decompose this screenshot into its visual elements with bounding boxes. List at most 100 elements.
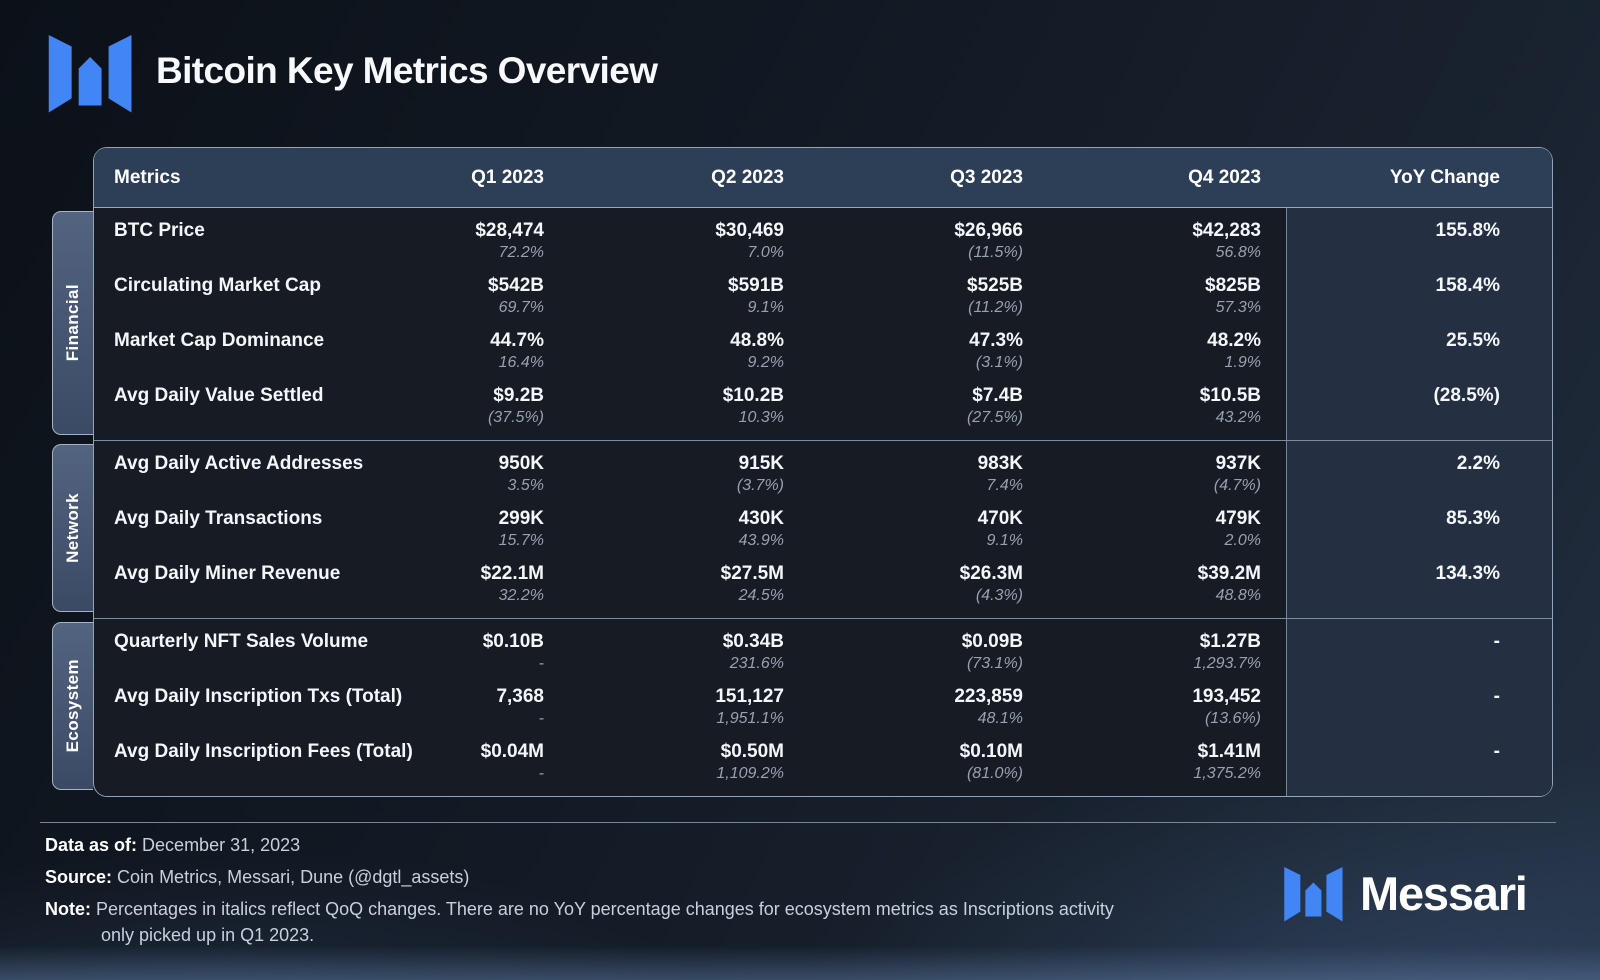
table-row-quarterly-nft-sales-volume: Quarterly NFT Sales Volume $0.10B - $0.3… xyxy=(94,625,1552,680)
q2-value: $0.50M xyxy=(720,741,784,762)
q2-qoq-change: 7.0% xyxy=(747,244,784,261)
q4-value: 937K xyxy=(1215,453,1261,474)
q3-cell: 470K 9.1% xyxy=(784,507,1023,551)
q3-cell: $525B (11.2%) xyxy=(784,274,1023,318)
q4-value: 479K xyxy=(1215,508,1261,529)
q1-cell: $542B 69.7% xyxy=(444,274,544,318)
q1-qoq-change: 32.2% xyxy=(498,587,544,604)
q4-cell: $42,283 56.8% xyxy=(1023,219,1261,263)
messari-logo-icon xyxy=(48,35,132,113)
q2-cell: $591B 9.1% xyxy=(544,274,784,318)
yoy-value: - xyxy=(1493,631,1500,652)
q3-value: 983K xyxy=(977,453,1023,474)
q4-value: $10.5B xyxy=(1199,385,1261,406)
group-rail-ecosystem: Ecosystem xyxy=(52,622,93,790)
footer-divider xyxy=(40,822,1556,823)
q2-value: $0.34B xyxy=(722,631,784,652)
metric-label: Quarterly NFT Sales Volume xyxy=(114,631,369,652)
q3-qoq-change: (81.0%) xyxy=(966,765,1023,782)
q4-value: 48.2% xyxy=(1207,330,1261,351)
q1-qoq-change: - xyxy=(538,710,544,727)
table-row-market-cap-dominance: Market Cap Dominance 44.7% 16.4% 48.8% 9… xyxy=(94,324,1552,379)
q2-qoq-change: 231.6% xyxy=(729,655,784,672)
q1-value: 7,368 xyxy=(496,686,544,707)
q1-cell: $22.1M 32.2% xyxy=(444,562,544,606)
table-row-avg-daily-active-addresses: Avg Daily Active Addresses 950K 3.5% 915… xyxy=(94,447,1552,502)
q4-value: $1.41M xyxy=(1197,741,1261,762)
yoy-value: - xyxy=(1493,686,1500,707)
note-text-line1: Percentages in italics reflect QoQ chang… xyxy=(96,899,1114,919)
q2-cell: 151,127 1,951.1% xyxy=(544,685,784,729)
q3-cell: $26.3M (4.3%) xyxy=(784,562,1023,606)
q4-qoq-change: 56.8% xyxy=(1215,244,1261,261)
q2-qoq-change: 43.9% xyxy=(738,532,784,549)
q2-qoq-change: 1,109.2% xyxy=(716,765,784,782)
q1-qoq-change: 72.2% xyxy=(498,244,544,261)
q1-qoq-change: 15.7% xyxy=(498,532,544,549)
q3-qoq-change: (73.1%) xyxy=(966,655,1023,672)
q1-value: 44.7% xyxy=(490,330,544,351)
yoy-value: 134.3% xyxy=(1435,563,1500,584)
group-network: Avg Daily Active Addresses 950K 3.5% 915… xyxy=(94,440,1552,618)
column-header-yoy: YoY Change xyxy=(1389,166,1500,188)
q3-qoq-change: 9.1% xyxy=(986,532,1023,549)
yoy-cell: 134.3% xyxy=(1261,562,1554,585)
q2-cell: $0.50M 1,109.2% xyxy=(544,740,784,784)
q3-cell: $7.4B (27.5%) xyxy=(784,384,1023,428)
yoy-column-panel xyxy=(1286,208,1552,796)
table-row-btc-price: BTC Price $28,474 72.2% $30,469 7.0% $26… xyxy=(94,214,1552,269)
yoy-value: 158.4% xyxy=(1435,275,1500,296)
yoy-cell: - xyxy=(1261,740,1554,763)
metric-label: Avg Daily Transactions xyxy=(114,508,323,529)
q1-cell: 299K 15.7% xyxy=(444,507,544,551)
group-financial: BTC Price $28,474 72.2% $30,469 7.0% $26… xyxy=(94,208,1552,440)
table-header-row: Metrics Q1 2023 Q2 2023 Q3 2023 Q4 2023 … xyxy=(94,148,1552,208)
q2-value: 915K xyxy=(738,453,784,474)
q4-cell: 479K 2.0% xyxy=(1023,507,1261,551)
q3-cell: 47.3% (3.1%) xyxy=(784,329,1023,373)
q4-value: $1.27B xyxy=(1199,631,1261,652)
q4-qoq-change: 57.3% xyxy=(1215,299,1261,316)
q4-value: $825B xyxy=(1205,275,1261,296)
table-row-avg-daily-value-settled: Avg Daily Value Settled $9.2B (37.5%) $1… xyxy=(94,379,1552,434)
q4-cell: $10.5B 43.2% xyxy=(1023,384,1261,428)
q1-value: $22.1M xyxy=(480,563,544,584)
metric-label: Avg Daily Inscription Txs (Total) xyxy=(114,686,403,707)
yoy-value: 155.8% xyxy=(1435,220,1500,241)
column-header-q3: Q3 2023 xyxy=(950,166,1023,188)
q1-cell: $28,474 72.2% xyxy=(444,219,544,263)
q3-cell: 223,859 48.1% xyxy=(784,685,1023,729)
q1-value: $0.04M xyxy=(480,741,544,762)
q3-value: $0.09B xyxy=(961,631,1023,652)
q3-cell: $26,966 (11.5%) xyxy=(784,219,1023,263)
q1-qoq-change: - xyxy=(538,765,544,782)
q4-qoq-change: 48.8% xyxy=(1215,587,1261,604)
data-as-of-label: Data as of: xyxy=(45,835,138,855)
table-row-avg-daily-inscription-fees: Avg Daily Inscription Fees (Total) $0.04… xyxy=(94,735,1552,790)
q4-cell: $825B 57.3% xyxy=(1023,274,1261,318)
yoy-value: 2.2% xyxy=(1456,453,1500,474)
q4-cell: 48.2% 1.9% xyxy=(1023,329,1261,373)
note-text-line2: only picked up in Q1 2023. xyxy=(101,925,315,945)
column-header-q2: Q2 2023 xyxy=(711,166,784,188)
data-as-of-value: December 31, 2023 xyxy=(142,835,301,855)
q2-value: 48.8% xyxy=(730,330,784,351)
q1-cell: 950K 3.5% xyxy=(444,452,544,496)
q1-cell: $0.04M - xyxy=(444,740,544,784)
yoy-cell: 85.3% xyxy=(1261,507,1554,530)
group-rail-network-label: Network xyxy=(63,493,82,563)
note-label: Note: xyxy=(45,899,91,919)
group-ecosystem: Quarterly NFT Sales Volume $0.10B - $0.3… xyxy=(94,618,1552,796)
q1-value: 299K xyxy=(498,508,544,529)
q4-qoq-change: 43.2% xyxy=(1215,409,1261,426)
q1-value: $0.10B xyxy=(482,631,544,652)
group-rail-financial-label: Financial xyxy=(63,284,82,362)
source-line: Source: Coin Metrics, Messari, Dune (@dg… xyxy=(45,867,469,888)
table-body: BTC Price $28,474 72.2% $30,469 7.0% $26… xyxy=(94,208,1552,796)
q1-value: $28,474 xyxy=(475,220,544,241)
q1-cell: 7,368 - xyxy=(444,685,544,729)
q1-cell: $9.2B (37.5%) xyxy=(444,384,544,428)
table-row-avg-daily-inscription-txs: Avg Daily Inscription Txs (Total) 7,368 … xyxy=(94,680,1552,735)
group-rails: Financial Network Ecosystem xyxy=(52,147,93,797)
